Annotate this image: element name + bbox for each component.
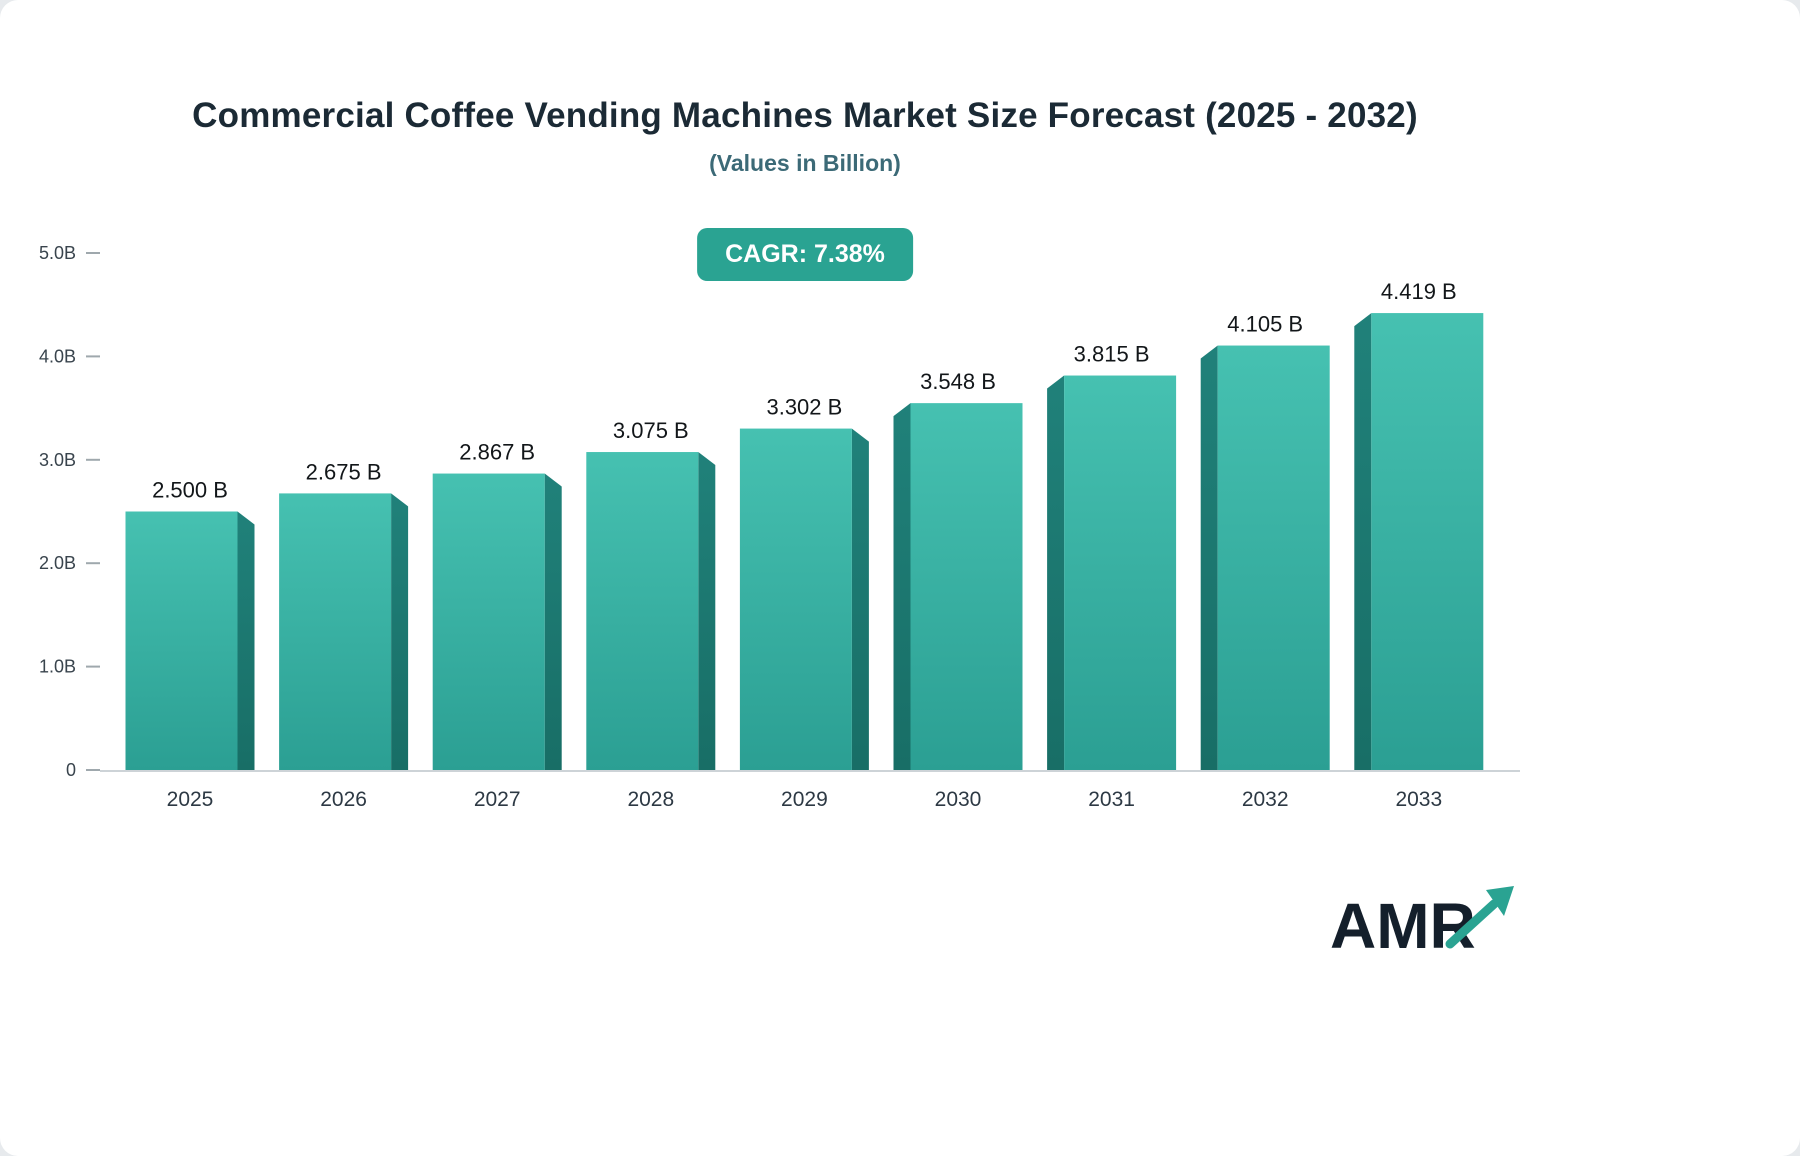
y-tick-label: 2.0B bbox=[39, 553, 76, 573]
cagr-badge: CAGR: 7.38% bbox=[697, 228, 913, 281]
y-tick-label: 0 bbox=[66, 760, 76, 780]
bar-value-label: 2.500 B bbox=[152, 478, 228, 503]
bar-main-face bbox=[586, 452, 699, 770]
bar-main-face bbox=[432, 473, 545, 770]
amr-logo: AMR bbox=[1330, 886, 1520, 958]
bar-side-face bbox=[1047, 375, 1065, 770]
bar-value-label: 3.302 B bbox=[766, 395, 842, 420]
chart-title: Commercial Coffee Vending Machines Marke… bbox=[192, 96, 1418, 135]
cagr-label: CAGR: 7.38% bbox=[725, 240, 885, 268]
bar-value-label: 2.867 B bbox=[459, 440, 535, 465]
bar-main-face bbox=[125, 511, 238, 770]
amr-logo-arrow-icon bbox=[1445, 886, 1514, 949]
bar-main-face bbox=[739, 428, 852, 770]
y-tick-label: 4.0B bbox=[39, 346, 76, 366]
bar-2031: 3.815 B bbox=[1047, 342, 1177, 770]
bar-side-face bbox=[237, 511, 255, 770]
bar-value-label: 4.419 B bbox=[1381, 279, 1457, 304]
bar-value-label: 4.105 B bbox=[1227, 312, 1303, 337]
bar-side-face bbox=[1354, 313, 1372, 770]
bar-2030: 3.548 B bbox=[893, 369, 1023, 770]
x-tick-label: 2028 bbox=[627, 788, 674, 811]
bar-main-face bbox=[279, 493, 392, 770]
x-tick-label: 2031 bbox=[1088, 788, 1135, 811]
bar-value-label: 3.075 B bbox=[613, 418, 689, 443]
bar-side-face bbox=[391, 493, 409, 770]
bar-value-label: 2.675 B bbox=[306, 459, 382, 484]
bar-2029: 3.302 B bbox=[739, 395, 869, 770]
y-tick-label: 1.0B bbox=[39, 657, 76, 677]
bar-2033: 4.419 B bbox=[1354, 279, 1484, 770]
chart-subtitle: (Values in Billion) bbox=[709, 150, 901, 176]
bar-main-face bbox=[1371, 313, 1484, 770]
x-tick-label: 2026 bbox=[320, 788, 367, 811]
bar-side-face bbox=[1200, 345, 1218, 770]
bar-2026: 2.675 B bbox=[279, 459, 409, 770]
x-tick-label: 2029 bbox=[781, 788, 828, 811]
y-tick-label: 5.0B bbox=[39, 243, 76, 263]
bar-side-face bbox=[851, 428, 869, 770]
bar-main-face bbox=[910, 403, 1023, 770]
bar-side-face bbox=[893, 403, 911, 770]
bar-side-face bbox=[544, 473, 562, 770]
bar-2028: 3.075 B bbox=[586, 418, 716, 770]
bar-value-label: 3.815 B bbox=[1074, 342, 1150, 367]
x-tick-label: 2030 bbox=[935, 788, 982, 811]
bar-2027: 2.867 B bbox=[432, 440, 562, 770]
bar-main-face bbox=[1064, 375, 1177, 770]
bar-2025: 2.500 B bbox=[125, 478, 255, 770]
y-tick-label: 3.0B bbox=[39, 450, 76, 470]
x-tick-label: 2033 bbox=[1395, 788, 1442, 811]
bar-2032: 4.105 B bbox=[1200, 312, 1330, 770]
bar-value-label: 3.548 B bbox=[920, 369, 996, 394]
bar-main-face bbox=[1217, 345, 1330, 770]
x-tick-label: 2027 bbox=[474, 788, 521, 811]
x-tick-label: 2025 bbox=[167, 788, 214, 811]
bar-side-face bbox=[698, 452, 716, 770]
x-tick-label: 2032 bbox=[1242, 788, 1289, 811]
